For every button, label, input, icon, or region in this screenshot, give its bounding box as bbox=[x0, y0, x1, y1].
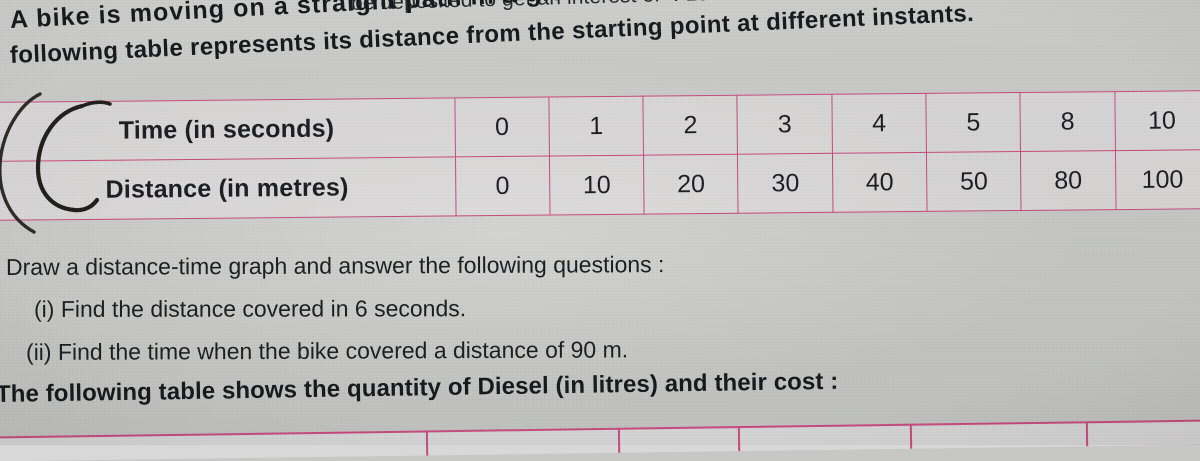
cell-time-3: 3 bbox=[737, 94, 833, 155]
row-label-time: Time (in seconds) bbox=[0, 97, 456, 162]
cell-distance-7: 100 bbox=[1115, 149, 1200, 210]
sub-question-ii: (ii) Find the time when the bike covered… bbox=[25, 336, 629, 365]
next-table-divider-2 bbox=[617, 428, 620, 453]
cell-distance-3: 30 bbox=[737, 153, 833, 214]
next-table-divider-1 bbox=[425, 431, 428, 456]
paper-background bbox=[0, 0, 1200, 445]
cell-time-5: 5 bbox=[925, 92, 1021, 153]
cell-time-1: 1 bbox=[548, 96, 644, 157]
cell-time-7: 10 bbox=[1114, 90, 1200, 151]
instruction-line: Draw a distance-time graph and answer th… bbox=[5, 251, 665, 280]
cell-distance-5: 50 bbox=[926, 151, 1022, 212]
cell-time-0: 0 bbox=[454, 97, 550, 157]
table-row-distance: Distance (in metres) 0 10 20 30 40 50 80… bbox=[0, 149, 1200, 221]
cell-distance-0: 0 bbox=[455, 156, 550, 216]
cell-distance-2: 20 bbox=[643, 154, 739, 215]
cell-time-2: 2 bbox=[643, 95, 738, 156]
next-table-divider-4 bbox=[909, 424, 912, 449]
cell-time-4: 4 bbox=[831, 93, 927, 154]
distance-time-table: Time (in seconds) 0 1 2 3 4 5 8 10 Dista… bbox=[0, 90, 1200, 228]
cell-distance-4: 40 bbox=[832, 152, 928, 213]
next-table-divider-3 bbox=[737, 427, 740, 452]
cell-time-6: 8 bbox=[1020, 91, 1116, 152]
cell-distance-6: 80 bbox=[1020, 150, 1116, 211]
next-table-divider-5 bbox=[1085, 422, 1088, 447]
row-label-distance: Distance (in metres) bbox=[0, 156, 456, 221]
cell-distance-1: 10 bbox=[549, 155, 645, 216]
sub-question-i: (i) Find the distance covered in 6 secon… bbox=[33, 295, 467, 322]
